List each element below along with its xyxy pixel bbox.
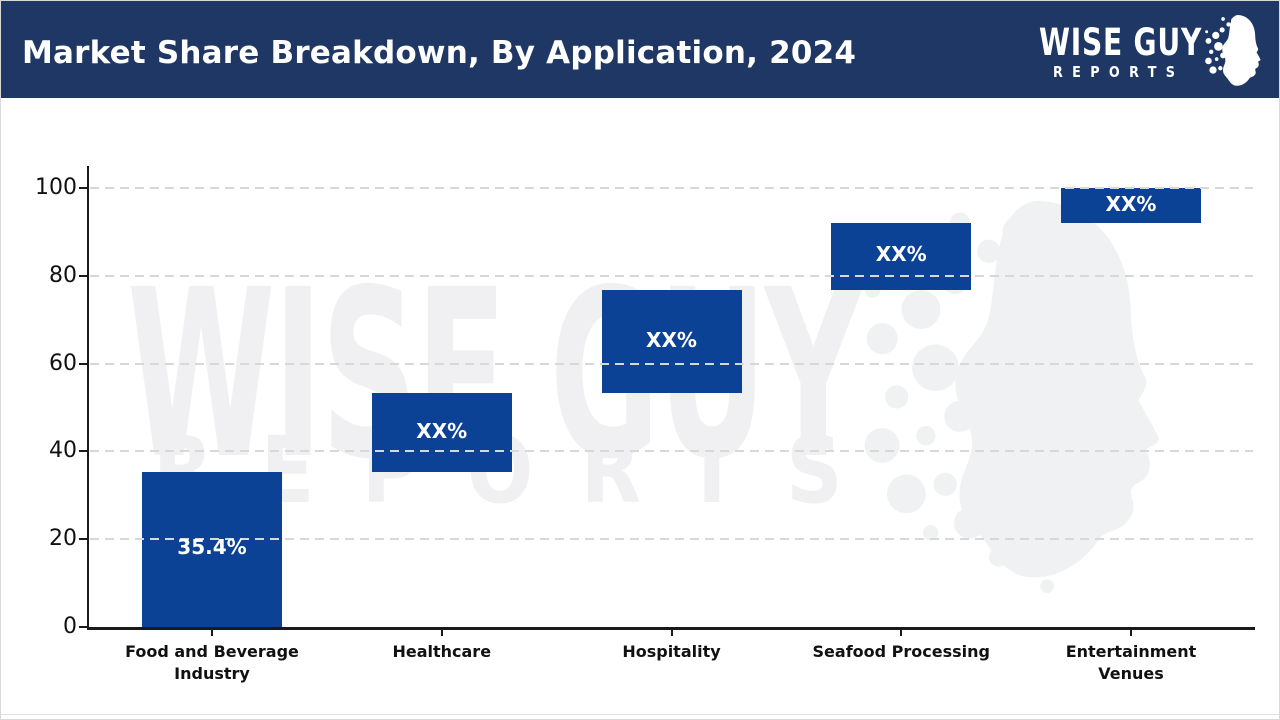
x-axis-spine: [87, 627, 1255, 630]
x-tick: [211, 629, 213, 636]
y-tick-label: 100: [35, 175, 77, 200]
bar-value-label: XX%: [1105, 191, 1157, 216]
gridline: [90, 187, 1253, 189]
x-tick: [900, 629, 903, 636]
brand-logo-name: WISE GUY: [1039, 21, 1203, 64]
y-tick-label: 60: [49, 350, 77, 376]
bar-segment: [371, 393, 512, 472]
bar-segment: [601, 289, 742, 394]
brand-logo: WISE GUY REPORTS: [1005, 7, 1267, 93]
bar-segment: [1061, 188, 1201, 224]
brand-head-icon: [1205, 14, 1261, 86]
gridline: [90, 538, 1253, 541]
y-tick: [79, 187, 87, 189]
gridline: [90, 274, 1253, 277]
header-bar: Market Share Breakdown, By Application, …: [1, 1, 1279, 98]
y-tick: [79, 274, 87, 277]
bar-value-label: XX%: [416, 418, 468, 443]
y-tick-label: 20: [49, 526, 77, 552]
bar-value-label: 35.4%: [177, 535, 247, 560]
x-tick: [440, 629, 443, 636]
y-tick-label: 80: [49, 262, 77, 288]
y-axis-spine: [87, 166, 89, 630]
y-tick: [79, 626, 87, 628]
y-tick: [79, 362, 87, 365]
y-tick-label: 0: [63, 614, 77, 639]
bar-segment: [142, 471, 282, 627]
gridline: [90, 450, 1253, 453]
brand-logo-subname: REPORTS: [1053, 63, 1185, 81]
bar-value-label: XX%: [646, 327, 697, 352]
y-tick: [79, 538, 87, 541]
bottom-divider: [1, 714, 1279, 715]
bar-value-label: XX%: [875, 242, 927, 267]
x-category-label: Healthcare: [392, 642, 492, 661]
gridline: [90, 362, 1253, 365]
bar-segment: [831, 223, 972, 290]
x-tick: [670, 629, 673, 636]
x-category-label: Seafood Processing: [812, 642, 990, 661]
x-category-label: Hospitality: [622, 642, 721, 661]
x-category-label: Food and Beverage Industry: [125, 642, 299, 683]
y-tick-label: 40: [49, 438, 77, 464]
x-category-label: Entertainment Venues: [1065, 642, 1197, 683]
y-tick: [79, 450, 87, 453]
page-title: Market Share Breakdown, By Application, …: [22, 35, 857, 71]
x-tick: [1130, 629, 1132, 636]
